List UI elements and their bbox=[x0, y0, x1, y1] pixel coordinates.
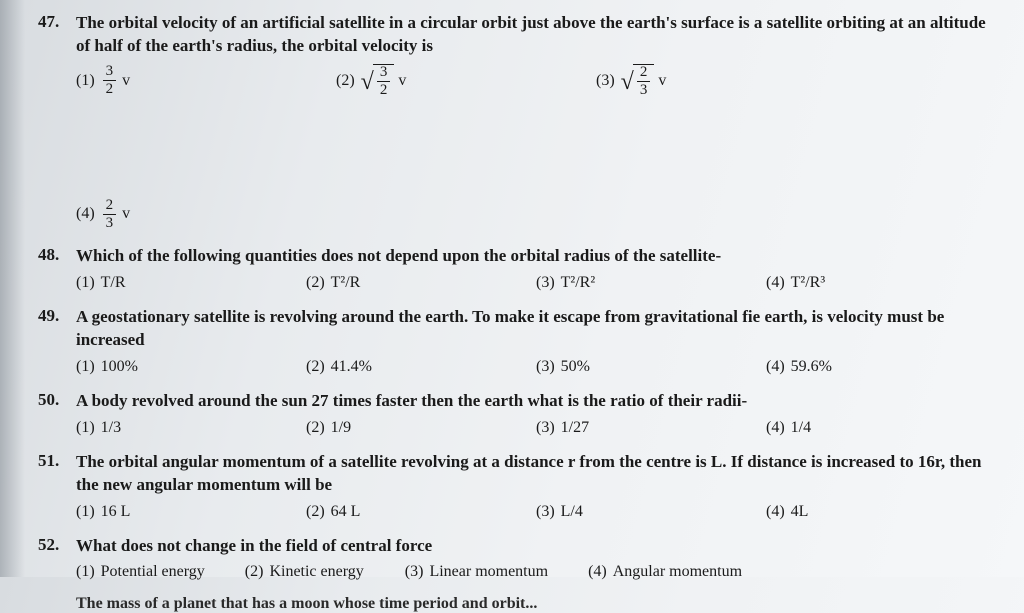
q48-opt4: (4)T²/R³ bbox=[766, 274, 886, 292]
q49-body: A geostationary satellite is revolving a… bbox=[76, 306, 996, 376]
q50-opt4: (4)1/4 bbox=[766, 419, 886, 437]
q47-opt1: (1) 32 v bbox=[76, 64, 236, 98]
q51-opt2: (2)64 L bbox=[306, 503, 426, 521]
q52-text: What does not change in the field of cen… bbox=[76, 535, 996, 558]
q48-opt1: (1)T/R bbox=[76, 274, 196, 292]
q52-options: (1)Potential energy (2)Kinetic energy (3… bbox=[76, 563, 996, 581]
q48-options: (1)T/R (2)T²/R (3)T²/R² (4)T²/R³ bbox=[76, 274, 996, 292]
q51-options: (1)16 L (2)64 L (3)L/4 (4)4L bbox=[76, 503, 996, 521]
q51-opt3: (3)L/4 bbox=[536, 503, 656, 521]
q48-opt2: (2)T²/R bbox=[306, 274, 426, 292]
q48-text: Which of the following quantities does n… bbox=[76, 245, 996, 268]
question-48: 48. Which of the following quantities do… bbox=[38, 245, 996, 292]
q50-body: A body revolved around the sun 27 times … bbox=[76, 390, 996, 437]
q51-number: 51. bbox=[38, 451, 66, 471]
q51-text: The orbital angular momentum of a satell… bbox=[76, 451, 996, 497]
q47-opt4: (4) 23 v bbox=[76, 198, 236, 231]
q48-body: Which of the following quantities does n… bbox=[76, 245, 996, 292]
question-49: 49. A geostationary satellite is revolvi… bbox=[38, 306, 996, 376]
q51-opt4: (4)4L bbox=[766, 503, 886, 521]
q49-opt3: (3)50% bbox=[536, 358, 656, 376]
q52-body: What does not change in the field of cen… bbox=[76, 535, 996, 582]
q47-opt3: (3) √23 v bbox=[596, 64, 756, 98]
q48-number: 48. bbox=[38, 245, 66, 265]
q52-number: 52. bbox=[38, 535, 66, 555]
q52-opt4: (4)Angular momentum bbox=[588, 563, 742, 581]
q49-opt1: (1)100% bbox=[76, 358, 196, 376]
q49-opt4: (4)59.6% bbox=[766, 358, 886, 376]
q50-text: A body revolved around the sun 27 times … bbox=[76, 390, 996, 413]
question-51: 51. The orbital angular momentum of a sa… bbox=[38, 451, 996, 521]
q51-body: The orbital angular momentum of a satell… bbox=[76, 451, 996, 521]
sqrt-icon: √ bbox=[621, 69, 634, 96]
q50-number: 50. bbox=[38, 390, 66, 410]
q50-opt2: (2)1/9 bbox=[306, 419, 426, 437]
q50-opt1: (1)1/3 bbox=[76, 419, 196, 437]
q47-number: 47. bbox=[38, 12, 66, 32]
q47-body: The orbital velocity of an artificial sa… bbox=[76, 12, 996, 231]
q50-options: (1)1/3 (2)1/9 (3)1/27 (4)1/4 bbox=[76, 419, 996, 437]
q52-opt3: (3)Linear momentum bbox=[405, 563, 548, 581]
q47-opt2: (2) √32 v bbox=[336, 64, 496, 98]
q49-opt2: (2)41.4% bbox=[306, 358, 426, 376]
q47-options: (1) 32 v (2) √32 v (3) √23 v (4) 23 v bbox=[76, 64, 996, 231]
q49-options: (1)100% (2)41.4% (3)50% (4)59.6% bbox=[76, 358, 996, 376]
q49-number: 49. bbox=[38, 306, 66, 326]
q48-opt3: (3)T²/R² bbox=[536, 274, 656, 292]
sqrt-icon: √ bbox=[361, 69, 374, 96]
q47-text: The orbital velocity of an artificial sa… bbox=[76, 12, 996, 58]
cutoff-text: The mass of a planet that has a moon who… bbox=[38, 595, 996, 613]
question-47: 47. The orbital velocity of an artificia… bbox=[38, 12, 996, 231]
q51-opt1: (1)16 L bbox=[76, 503, 196, 521]
q52-opt1: (1)Potential energy bbox=[76, 563, 205, 581]
q52-opt2: (2)Kinetic energy bbox=[245, 563, 365, 581]
question-52: 52. What does not change in the field of… bbox=[38, 535, 996, 582]
q49-text: A geostationary satellite is revolving a… bbox=[76, 306, 996, 352]
q50-opt3: (3)1/27 bbox=[536, 419, 656, 437]
question-50: 50. A body revolved around the sun 27 ti… bbox=[38, 390, 996, 437]
